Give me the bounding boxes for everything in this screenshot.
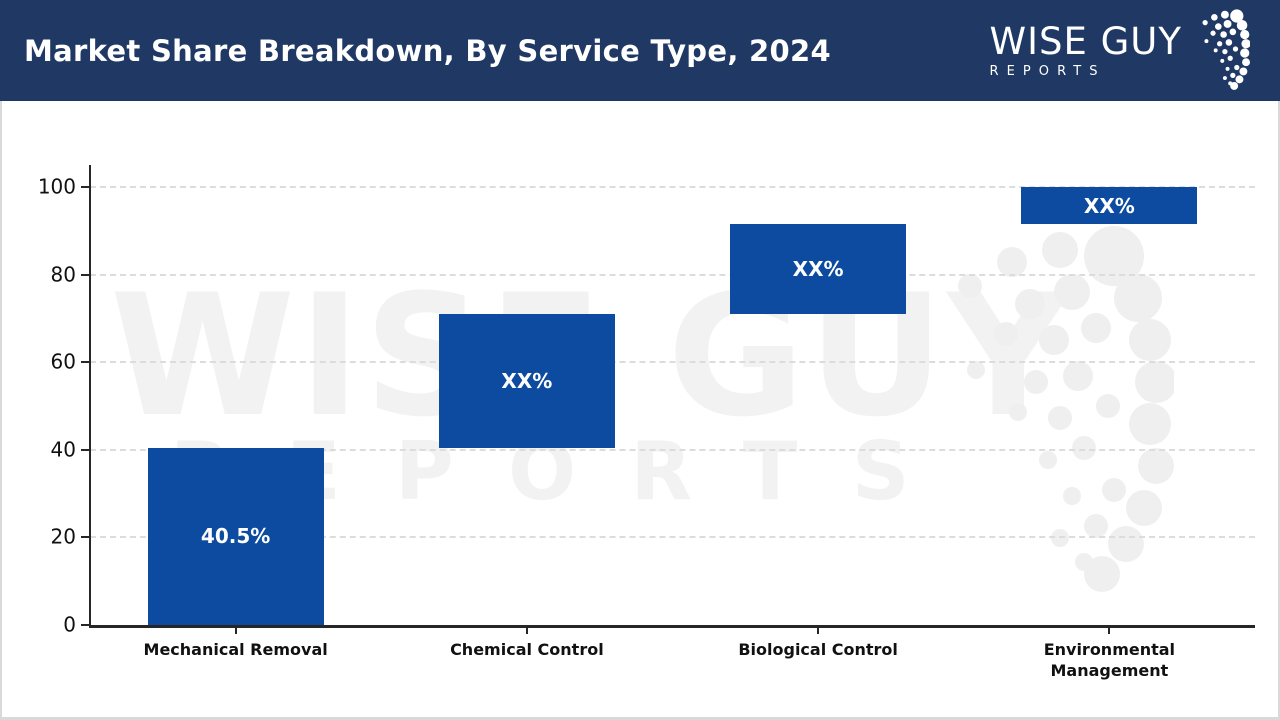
header: Market Share Breakdown, By Service Type,… xyxy=(0,0,1280,101)
logo-face-icon xyxy=(1202,8,1250,90)
logo-subtitle: REPORTS xyxy=(989,64,1106,79)
bar-value-label: XX% xyxy=(792,257,844,282)
y-tick-60 xyxy=(81,361,90,364)
gridline-60 xyxy=(90,361,1255,364)
y-tick-label-100: 100 xyxy=(37,174,76,199)
x-category-label: Mechanical Removal xyxy=(143,640,328,659)
bar-environmental-management: XX% xyxy=(1021,187,1198,225)
logo-wordmark: WISE GUY xyxy=(989,20,1182,63)
bar-biological-control: XX% xyxy=(730,224,907,314)
y-axis-line xyxy=(89,165,91,627)
bar-mechanical-removal: 40.5% xyxy=(147,447,324,625)
y-tick-80 xyxy=(81,273,90,276)
y-tick-40 xyxy=(81,448,90,451)
y-tick-100 xyxy=(81,186,90,188)
y-tick-20 xyxy=(81,536,90,539)
gridline-100 xyxy=(90,186,1255,188)
x-category-label: Environmental Management xyxy=(1043,640,1176,680)
bar-chemical-control: XX% xyxy=(438,314,615,448)
wise-guy-logo: WISE GUY REPORTS xyxy=(990,8,1250,94)
gridline-20 xyxy=(90,536,1255,539)
y-tick-label-40: 40 xyxy=(50,437,76,462)
y-tick-label-20: 20 xyxy=(50,524,76,549)
x-tick-2 xyxy=(817,625,820,634)
x-tick-0 xyxy=(234,625,237,634)
gridline-80 xyxy=(90,273,1255,276)
x-tick-3 xyxy=(1108,625,1111,634)
watermark-face-icon xyxy=(958,226,1174,592)
gridline-40 xyxy=(90,448,1255,451)
bar-value-label: 40.5% xyxy=(200,524,271,549)
bar-value-label: XX% xyxy=(501,368,553,393)
x-category-label: Biological Control xyxy=(738,640,898,659)
y-tick-label-60: 60 xyxy=(50,349,76,374)
y-tick-label-80: 80 xyxy=(50,262,76,287)
x-tick-1 xyxy=(525,625,528,634)
x-axis-line xyxy=(89,625,1255,628)
y-tick-0 xyxy=(81,624,90,626)
x-category-label: Chemical Control xyxy=(450,640,604,659)
y-tick-label-0: 0 xyxy=(63,612,76,637)
bar-value-label: XX% xyxy=(1083,193,1135,218)
chart-title: Market Share Breakdown, By Service Type,… xyxy=(24,33,831,68)
logo-text: WISE GUY REPORTS xyxy=(990,23,1182,78)
